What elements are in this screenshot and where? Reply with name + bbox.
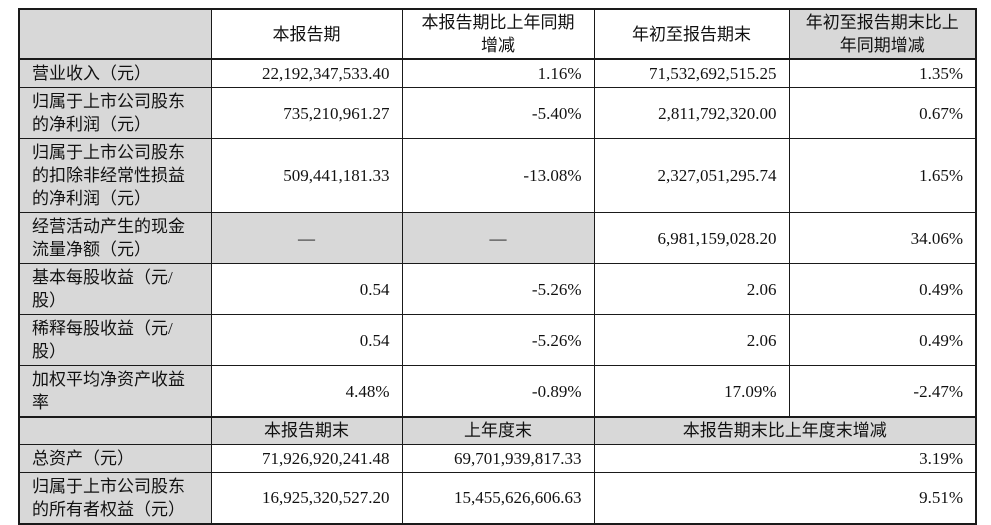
- row-label: 归属于上市公司股东的净利润（元）: [18, 87, 212, 139]
- row-label: 稀释每股收益（元/股）: [18, 314, 212, 366]
- row-label: 归属于上市公司股东的所有者权益（元）: [18, 471, 212, 524]
- table-row-operating-cash-flow: 经营活动产生的现金流量净额（元） — — 6,981,159,028.20 34…: [18, 212, 977, 264]
- table-header-row-top: 本报告期 本报告期比上年同期增减 年初至报告期末 年初至报告期末比上年同期增减: [18, 8, 977, 60]
- cell-value: 2,811,792,320.00: [593, 87, 790, 139]
- cell-value: 69,701,939,817.33: [401, 443, 595, 473]
- header-period-end: 本报告期末: [210, 416, 403, 445]
- cell-value: 509,441,181.33: [210, 138, 403, 213]
- report-page: 本报告期 本报告期比上年同期增减 年初至报告期末 年初至报告期末比上年同期增减 …: [18, 8, 977, 525]
- table-row-shareholders-equity: 归属于上市公司股东的所有者权益（元） 16,925,320,527.20 15,…: [18, 471, 977, 524]
- cell-value: 6,981,159,028.20: [593, 212, 790, 264]
- cell-value: -5.40%: [401, 87, 595, 139]
- cell-value: 0.54: [210, 314, 403, 366]
- cell-value: 2.06: [593, 263, 790, 315]
- cell-value: 4.48%: [210, 365, 403, 418]
- cell-value: -13.08%: [401, 138, 595, 213]
- cell-value: 3.19%: [593, 443, 977, 473]
- cell-value: 9.51%: [593, 471, 977, 524]
- table-row-total-assets: 总资产（元） 71,926,920,241.48 69,701,939,817.…: [18, 443, 977, 473]
- cell-value: 16,925,320,527.20: [210, 471, 403, 524]
- table-row-diluted-eps: 稀释每股收益（元/股） 0.54 -5.26% 2.06 0.49%: [18, 314, 977, 366]
- cell-dash: —: [401, 212, 595, 264]
- cell-value: 0.54: [210, 263, 403, 315]
- cell-value: 0.67%: [788, 87, 977, 139]
- header-prior-year-end: 上年度末: [401, 416, 595, 445]
- table-header-row-bottom: 本报告期末 上年度末 本报告期末比上年度末增减: [18, 416, 977, 445]
- cell-value: 2.06: [593, 314, 790, 366]
- quarterly-financial-summary-table: 本报告期 本报告期比上年同期增减 年初至报告期末 年初至报告期末比上年同期增减 …: [18, 8, 977, 525]
- header-ytd: 年初至报告期末: [593, 8, 790, 60]
- cell-value: 1.16%: [401, 58, 595, 88]
- cell-value: 71,926,920,241.48: [210, 443, 403, 473]
- cell-value: 17.09%: [593, 365, 790, 418]
- row-label: 基本每股收益（元/股）: [18, 263, 212, 315]
- cell-value: -0.89%: [401, 365, 595, 418]
- table-row-net-profit-excl-nonrecurring: 归属于上市公司股东的扣除非经常性损益的净利润（元） 509,441,181.33…: [18, 138, 977, 213]
- cell-value: -5.26%: [401, 314, 595, 366]
- row-label: 营业收入（元）: [18, 58, 212, 88]
- cell-value: 22,192,347,533.40: [210, 58, 403, 88]
- cell-value: 34.06%: [788, 212, 977, 264]
- row-label: 经营活动产生的现金流量净额（元）: [18, 212, 212, 264]
- cell-value: 735,210,961.27: [210, 87, 403, 139]
- cell-value: 71,532,692,515.25: [593, 58, 790, 88]
- cell-dash: —: [210, 212, 403, 264]
- header-corner-cell: [18, 8, 212, 60]
- header-ytd-vs-prior-yoy: 年初至报告期末比上年同期增减: [788, 8, 977, 60]
- header-change-vs-prior-year-end: 本报告期末比上年度末增减: [593, 416, 977, 445]
- cell-value: 2,327,051,295.74: [593, 138, 790, 213]
- cell-value: -2.47%: [788, 365, 977, 418]
- cell-value: 15,455,626,606.63: [401, 471, 595, 524]
- header-current-vs-prior-yoy: 本报告期比上年同期增减: [401, 8, 595, 60]
- table-row-operating-revenue: 营业收入（元） 22,192,347,533.40 1.16% 71,532,6…: [18, 58, 977, 88]
- header-corner-cell: [18, 416, 212, 445]
- table-row-weighted-avg-roe: 加权平均净资产收益率 4.48% -0.89% 17.09% -2.47%: [18, 365, 977, 418]
- cell-value: 1.65%: [788, 138, 977, 213]
- cell-value: 1.35%: [788, 58, 977, 88]
- cell-value: 0.49%: [788, 263, 977, 315]
- row-label: 归属于上市公司股东的扣除非经常性损益的净利润（元）: [18, 138, 212, 213]
- header-current-period: 本报告期: [210, 8, 403, 60]
- row-label: 总资产（元）: [18, 443, 212, 473]
- cell-value: -5.26%: [401, 263, 595, 315]
- row-label: 加权平均净资产收益率: [18, 365, 212, 418]
- table-row-basic-eps: 基本每股收益（元/股） 0.54 -5.26% 2.06 0.49%: [18, 263, 977, 315]
- cell-value: 0.49%: [788, 314, 977, 366]
- table-row-net-profit: 归属于上市公司股东的净利润（元） 735,210,961.27 -5.40% 2…: [18, 87, 977, 139]
